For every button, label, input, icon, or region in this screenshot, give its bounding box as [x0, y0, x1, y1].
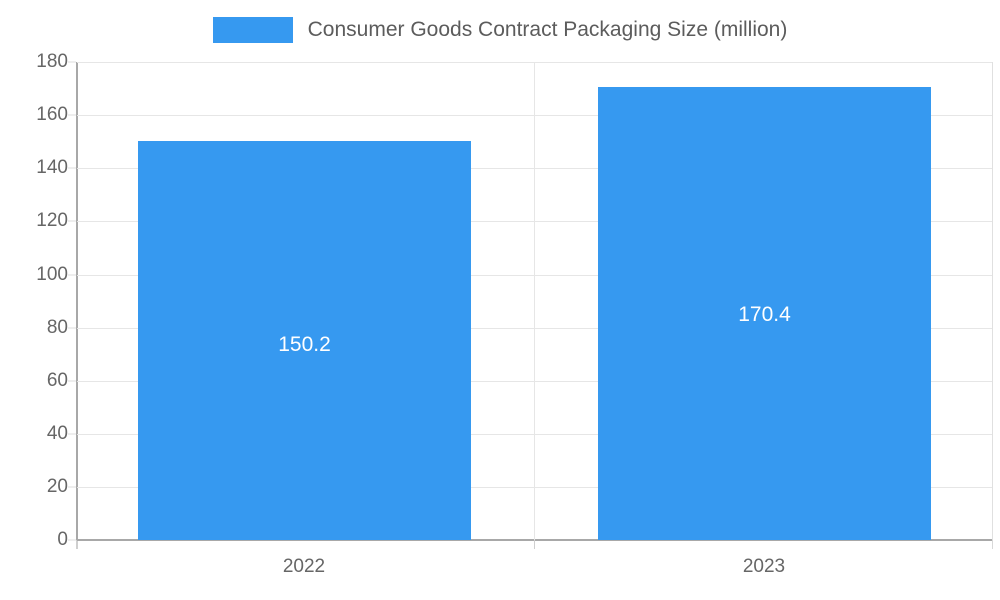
- y-tick-label: 120: [36, 210, 68, 231]
- gridline-120: [77, 221, 993, 222]
- chart-legend: Consumer Goods Contract Packaging Size (…: [0, 10, 1000, 50]
- x-tick-mark-icon: [534, 540, 535, 549]
- gridline-180: [77, 62, 993, 63]
- y-tick-label: 0: [57, 529, 68, 550]
- x-tick-label-2023: 2023: [742, 556, 786, 577]
- legend-item-label: Consumer Goods Contract Packaging Size (…: [307, 18, 788, 41]
- plot-right-edge: [992, 62, 993, 540]
- gridline-160: [77, 115, 993, 116]
- bar-2023[interactable]: 170.4: [598, 87, 931, 540]
- y-tick-label: 140: [36, 157, 68, 178]
- y-tick-label: 180: [36, 51, 68, 72]
- y-tick-mark-icon: [68, 274, 76, 276]
- y-axis-tick-labels: 180 160 140 120 100 80 60 40 20 0: [0, 0, 76, 600]
- legend-item-consumer-goods[interactable]: Consumer Goods Contract Packaging Size (…: [212, 17, 788, 43]
- category-divider: [534, 62, 535, 540]
- x-tick-mark-icon: [992, 540, 993, 549]
- y-tick-mark-icon: [68, 220, 76, 222]
- y-tick-mark-icon: [68, 327, 76, 329]
- y-axis-tick-stub: [76, 540, 78, 549]
- gridline-100: [77, 275, 993, 276]
- y-tick-mark-icon: [68, 380, 76, 382]
- plot-area: 150.2 170.4: [77, 62, 993, 549]
- y-tick-mark-icon: [68, 433, 76, 435]
- y-tick-mark-icon: [68, 167, 76, 169]
- bar-2022[interactable]: 150.2: [138, 141, 471, 540]
- y-tick-mark-icon: [68, 539, 76, 541]
- y-tick-label: 40: [46, 423, 68, 444]
- x-axis-baseline: [77, 539, 993, 541]
- gridline-80: [77, 328, 993, 329]
- y-axis-line: [76, 62, 78, 540]
- legend-color-swatch-icon: [212, 17, 293, 43]
- gridline-60: [77, 381, 993, 382]
- gridline-20: [77, 487, 993, 488]
- gridline-40: [77, 434, 993, 435]
- x-tick-label-2022: 2022: [282, 556, 326, 577]
- y-tick-label: 80: [46, 317, 68, 338]
- y-tick-label: 160: [36, 104, 68, 125]
- y-tick-mark-icon: [68, 114, 76, 116]
- y-tick-mark-icon: [68, 486, 76, 488]
- y-tick-label: 100: [36, 264, 68, 285]
- bar-value-label: 150.2: [278, 333, 331, 356]
- y-tick-label: 60: [46, 370, 68, 391]
- y-tick-label: 20: [46, 476, 68, 497]
- bar-value-label: 170.4: [738, 303, 791, 326]
- y-tick-mark-icon: [68, 61, 76, 63]
- gridline-140: [77, 168, 993, 169]
